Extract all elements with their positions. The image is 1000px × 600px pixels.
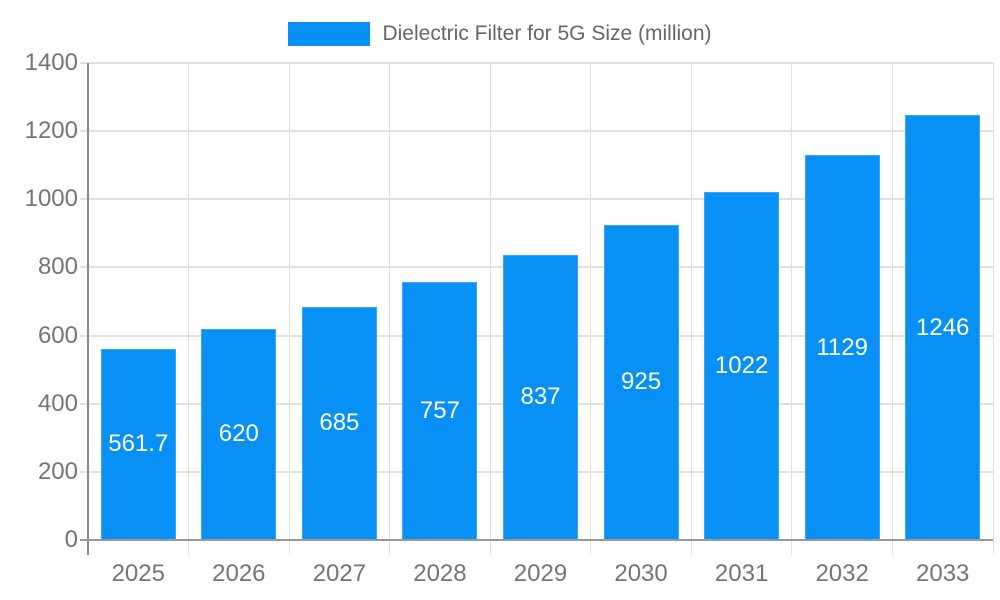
x-gridline [489,63,491,540]
y-gridline [88,198,993,201]
y-tick-label: 1000 [24,185,78,213]
x-gridline [389,63,391,540]
y-gridline [88,62,993,64]
bar: 685 [301,306,377,540]
y-gridline [88,130,993,133]
x-tick-label: 2032 [815,560,869,587]
y-tick-label: 0 [64,526,78,553]
y-tick-label: 200 [37,457,78,485]
bar: 1246 [905,115,981,540]
y-axis-tick [80,130,88,133]
x-tick-label: 2033 [916,560,970,587]
y-axis-tick [80,470,88,473]
x-gridline [992,63,994,540]
bar: 620 [201,328,277,540]
y-axis-tick [80,402,88,405]
x-tick-label: 2026 [212,560,266,587]
x-axis-tick [992,540,994,555]
bar: 561.7 [100,348,176,540]
bar: 1022 [704,191,780,540]
bar-value-label: 757 [419,397,460,425]
legend-swatch [288,22,371,46]
y-axis-tick [80,266,88,269]
bar-value-label: 837 [520,383,561,411]
x-axis-tick [791,540,793,555]
x-axis-tick [489,540,491,555]
bar-value-label: 620 [218,420,259,448]
bar: 1129 [804,155,880,540]
x-axis-line [80,539,993,541]
x-axis-tick [188,540,190,555]
x-gridline [188,63,190,540]
x-gridline [891,63,893,540]
x-axis-tick [288,540,290,555]
y-axis-tick [80,198,88,201]
bar-value-label: 1129 [816,333,868,361]
x-gridline [590,63,592,540]
y-tick-label: 1200 [24,117,78,145]
bar-value-label: 1246 [916,313,970,341]
bar: 757 [402,282,478,540]
legend-label: Dielectric Filter for 5G Size (million) [382,22,712,45]
x-axis-tick [690,540,692,555]
x-tick-label: 2030 [614,560,668,587]
x-gridline [791,63,793,540]
chart-legend[interactable]: Dielectric Filter for 5G Size (million) [0,18,1000,50]
bar-value-label: 685 [319,409,360,437]
x-tick-label: 2028 [413,560,467,587]
y-tick-label: 400 [37,389,78,417]
bar: 925 [603,224,679,540]
x-gridline [690,63,692,540]
y-tick-label: 1400 [24,49,78,76]
bar-value-label: 1022 [714,351,769,379]
x-gridline [288,63,290,540]
x-tick-label: 2025 [111,560,165,587]
x-tick-label: 2029 [513,560,568,587]
y-axis-line [87,63,89,555]
bar-value-label: 925 [621,368,662,396]
x-tick-label: 2027 [312,560,367,587]
y-axis-tick [80,62,88,64]
x-axis-tick [891,540,893,555]
x-tick-label: 2031 [714,560,769,587]
y-tick-label: 800 [37,253,78,281]
y-tick-label: 600 [37,321,78,349]
x-axis-tick [389,540,391,555]
x-axis-tick [590,540,592,555]
bar-value-label: 561.7 [108,430,169,458]
y-axis-tick [80,334,88,337]
bar: 837 [503,254,578,540]
